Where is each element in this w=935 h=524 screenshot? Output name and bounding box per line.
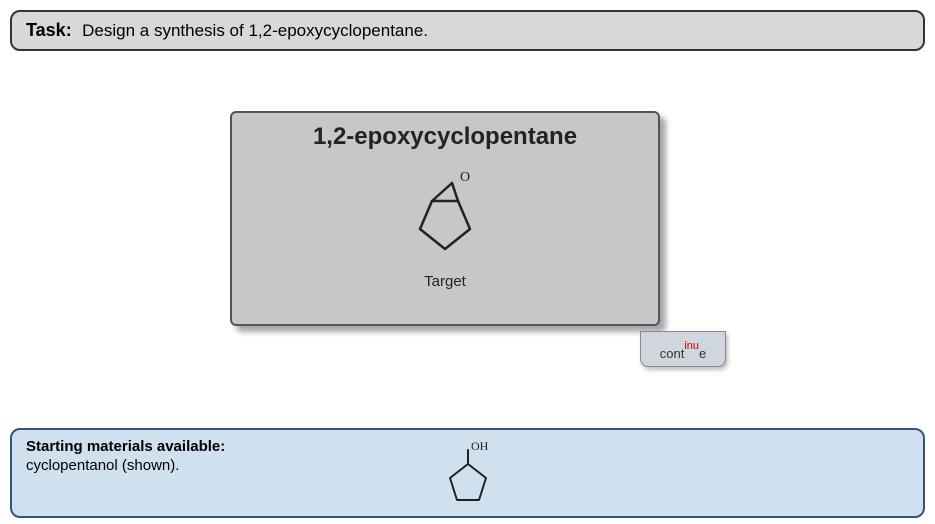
- continue-post: e: [699, 346, 706, 361]
- target-sublabel: Target: [232, 273, 658, 290]
- target-box: 1,2-epoxycyclopentane O Target: [230, 111, 660, 326]
- target-title: 1,2-epoxycyclopentane: [232, 123, 658, 151]
- cyclopentanol-structure: OH: [423, 436, 513, 516]
- oxygen-label: O: [460, 170, 470, 185]
- task-banner: Task: Design a synthesis of 1,2-epoxycyc…: [10, 10, 925, 51]
- oh-label: OH: [471, 439, 489, 453]
- target-area: 1,2-epoxycyclopentane O Target continue: [10, 61, 925, 361]
- task-text: Design a synthesis of 1,2-epoxycyclopent…: [82, 21, 428, 40]
- materials-banner: Starting materials available: cyclopenta…: [10, 428, 925, 518]
- continue-mid: inu: [684, 340, 699, 352]
- epoxycyclopentane-structure: O: [390, 159, 500, 269]
- continue-pre: cont: [660, 346, 685, 361]
- continue-button[interactable]: continue: [640, 331, 726, 367]
- task-label: Task:: [26, 20, 72, 40]
